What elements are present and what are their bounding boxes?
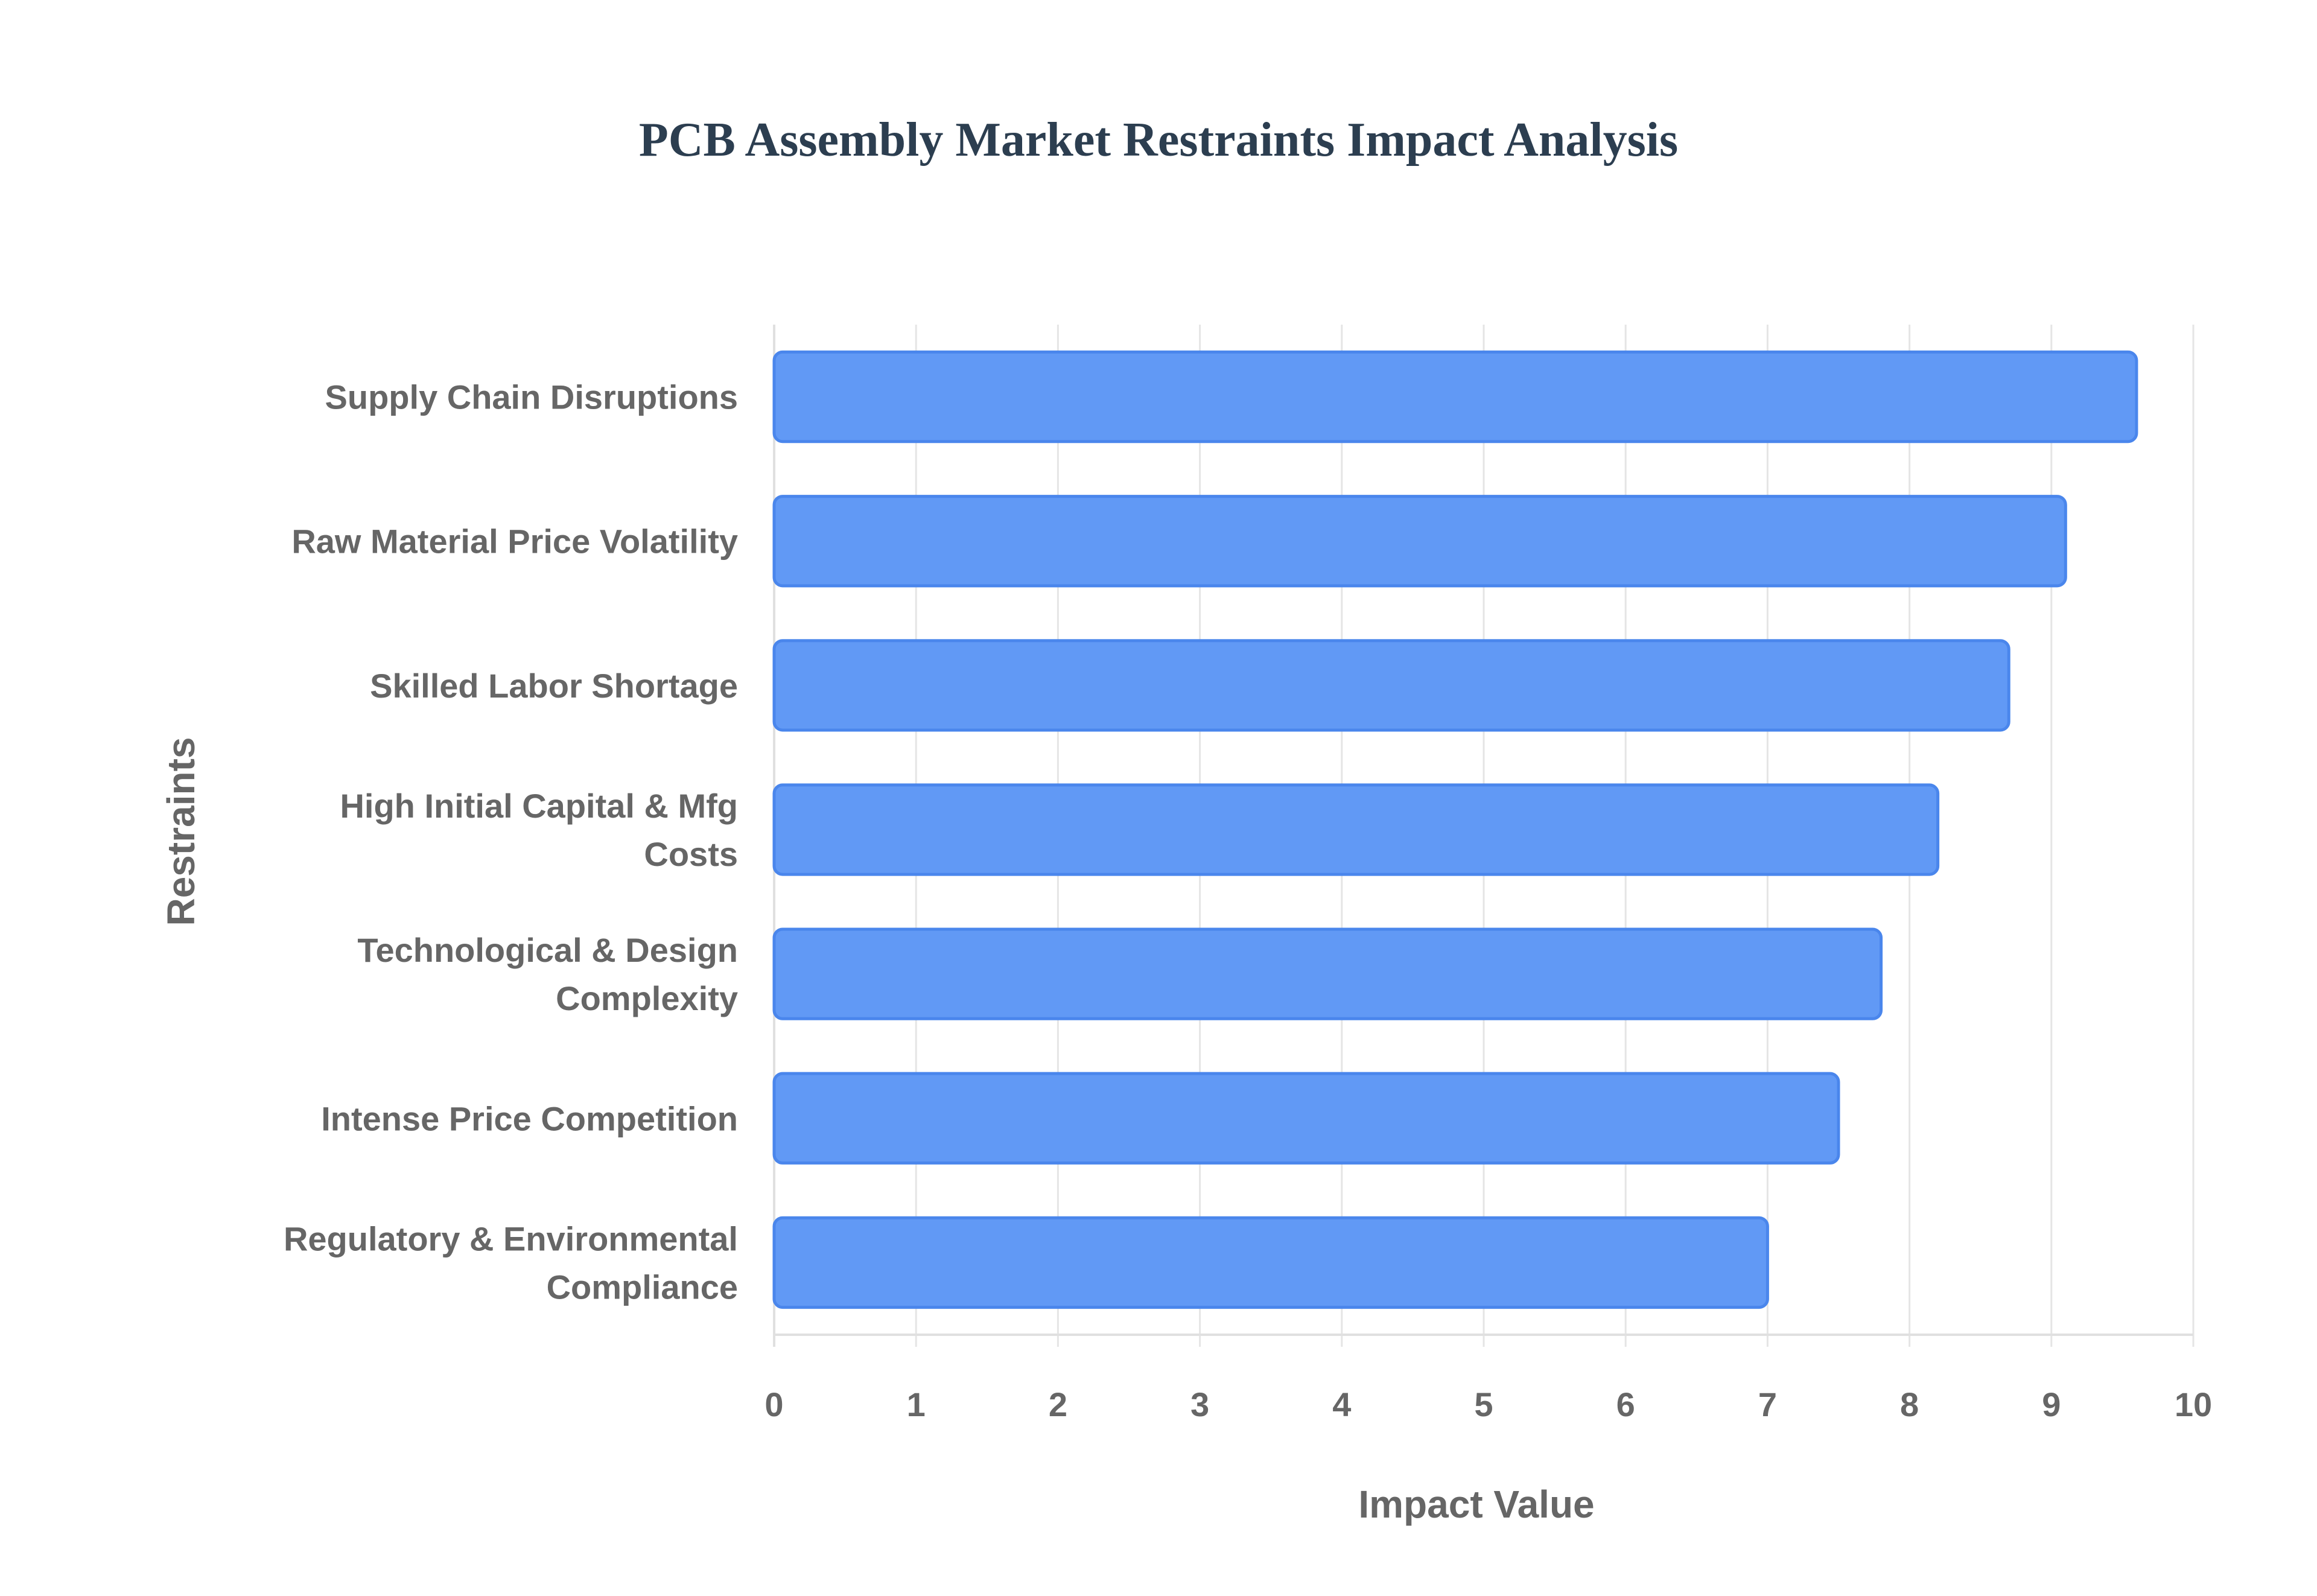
y-axis-tick-labels: Supply Chain Disruptions Raw Material Pri… (284, 378, 738, 1306)
x-tick-label: 2 (1049, 1385, 1067, 1423)
x-tick-label: 9 (2042, 1385, 2061, 1423)
y-category-label: High Initial Capital & Mfg (340, 787, 738, 825)
bar (772, 927, 1883, 1020)
y-category-label: Supply Chain Disruptions (325, 378, 738, 416)
bar (772, 783, 1940, 876)
x-tick-label: 7 (1758, 1385, 1777, 1423)
bars (772, 350, 2138, 1309)
y-category-label: Complexity (556, 979, 738, 1017)
y-category-label: Intense Price Competition (321, 1099, 738, 1137)
x-tick-label: 1 (907, 1385, 926, 1423)
bar (772, 639, 2010, 732)
y-axis-title: Restraints (159, 737, 203, 926)
y-category-label: Technological & Design (357, 931, 738, 969)
x-tick-label: 3 (1190, 1385, 1209, 1423)
bar (772, 495, 2067, 588)
y-category-label: Skilled Labor Shortage (370, 667, 738, 705)
x-tick-label: 6 (1616, 1385, 1635, 1423)
y-category-label: Costs (644, 835, 738, 873)
x-tick-label: 0 (764, 1385, 783, 1423)
y-category-label: Regulatory & Environmental (284, 1219, 738, 1257)
x-tick-label: 5 (1474, 1385, 1493, 1423)
x-axis-tick-labels: 0 1 2 3 4 5 6 7 8 9 10 (764, 1385, 2212, 1423)
chart-title: PCB Assembly Market Restraints Impact An… (639, 113, 1678, 167)
bar (772, 350, 2138, 444)
x-tick-label: 10 (2175, 1385, 2212, 1423)
y-category-label: Raw Material Price Volatility (291, 523, 738, 561)
y-category-label: Compliance (547, 1268, 738, 1306)
bar (772, 1216, 1769, 1309)
x-axis-title: Impact Value (1358, 1483, 1594, 1526)
x-tick-label: 4 (1332, 1385, 1351, 1423)
bar (772, 1072, 1840, 1165)
x-tick-label: 8 (1900, 1385, 1919, 1423)
